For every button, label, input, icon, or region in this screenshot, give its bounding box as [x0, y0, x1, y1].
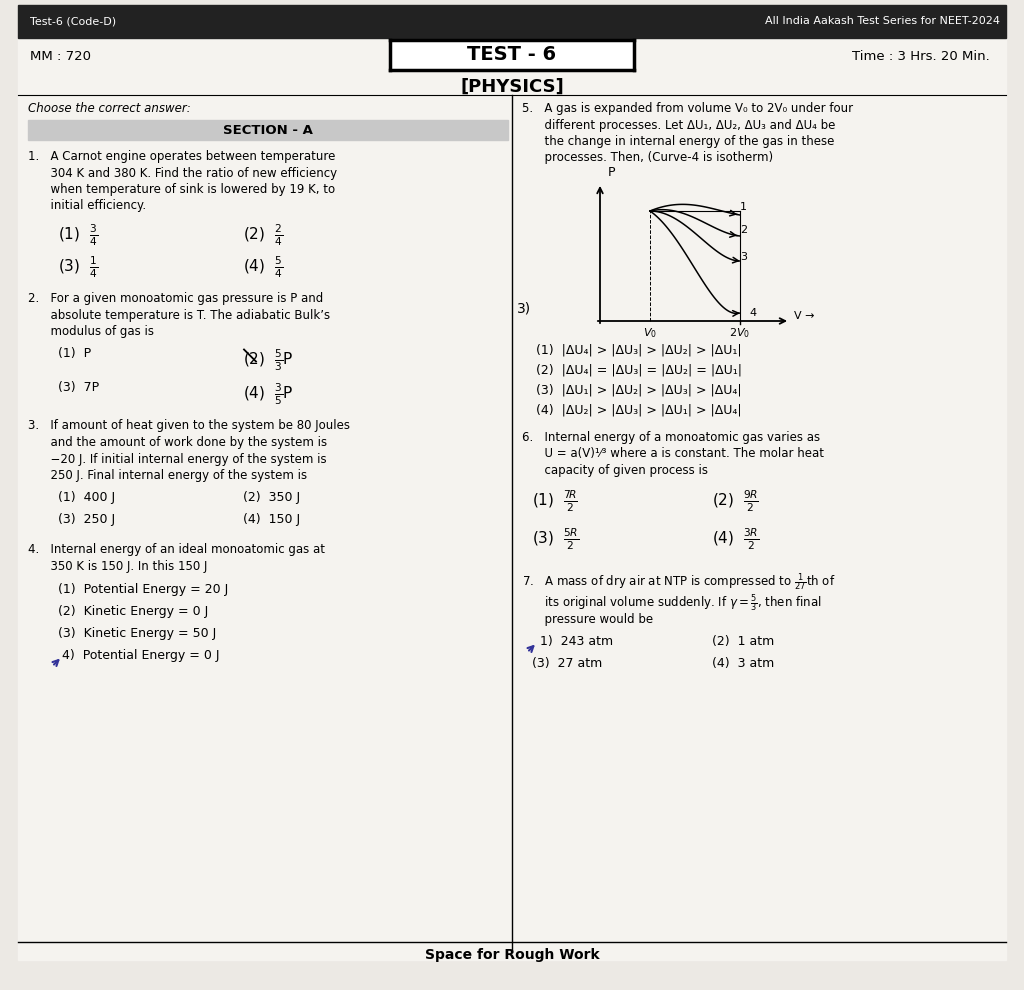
Text: its original volume suddenly. If $\gamma = \frac{5}{3}$, then final: its original volume suddenly. If $\gamma… — [522, 592, 821, 614]
Text: (1)  $\frac{3}{4}$: (1) $\frac{3}{4}$ — [58, 222, 98, 248]
Text: the change in internal energy of the gas in these: the change in internal energy of the gas… — [522, 135, 835, 148]
Text: All India Aakash Test Series for NEET-2024: All India Aakash Test Series for NEET-20… — [765, 16, 1000, 26]
Text: different processes. Let ΔU₁, ΔU₂, ΔU₃ and ΔU₄ be: different processes. Let ΔU₁, ΔU₂, ΔU₃ a… — [522, 119, 836, 132]
Text: (2)  $\frac{5}{3}$P: (2) $\frac{5}{3}$P — [243, 347, 294, 373]
Text: 304 K and 380 K. Find the ratio of new efficiency: 304 K and 380 K. Find the ratio of new e… — [28, 166, 337, 179]
Text: (3)  250 J: (3) 250 J — [58, 514, 115, 527]
Text: (1)  400 J: (1) 400 J — [58, 491, 115, 505]
Text: (4)  $\frac{3R}{2}$: (4) $\frac{3R}{2}$ — [712, 527, 759, 552]
Text: Space for Rough Work: Space for Rough Work — [425, 948, 599, 962]
Text: 3): 3) — [517, 301, 531, 315]
Text: when temperature of sink is lowered by 19 K, to: when temperature of sink is lowered by 1… — [28, 183, 335, 196]
Text: 5.   A gas is expanded from volume V₀ to 2V₀ under four: 5. A gas is expanded from volume V₀ to 2… — [522, 102, 853, 115]
Text: 350 K is 150 J. In this 150 J: 350 K is 150 J. In this 150 J — [28, 560, 208, 573]
Text: Test-6 (Code-D): Test-6 (Code-D) — [30, 16, 116, 26]
Text: 250 J. Final internal energy of the system is: 250 J. Final internal energy of the syst… — [28, 469, 307, 482]
Text: 2: 2 — [740, 225, 748, 235]
Text: (4)  $\frac{5}{4}$: (4) $\frac{5}{4}$ — [243, 254, 283, 279]
Text: (4)  150 J: (4) 150 J — [243, 514, 300, 527]
Text: 6.   Internal energy of a monoatomic gas varies as: 6. Internal energy of a monoatomic gas v… — [522, 431, 820, 444]
Text: and the amount of work done by the system is: and the amount of work done by the syste… — [28, 436, 327, 449]
Bar — [390, 40, 634, 70]
Text: (2)  350 J: (2) 350 J — [243, 491, 300, 505]
Text: (4)  |ΔU₂| > |ΔU₃| > |ΔU₁| > |ΔU₄|: (4) |ΔU₂| > |ΔU₃| > |ΔU₁| > |ΔU₄| — [536, 403, 741, 416]
Text: SECTION - A: SECTION - A — [223, 124, 313, 137]
Text: (3)  Kinetic Energy = 50 J: (3) Kinetic Energy = 50 J — [58, 627, 216, 640]
Text: (1)  Potential Energy = 20 J: (1) Potential Energy = 20 J — [58, 582, 228, 596]
Text: pressure would be: pressure would be — [522, 613, 653, 626]
Bar — [18, 5, 1006, 38]
Text: modulus of gas is: modulus of gas is — [28, 325, 154, 338]
Text: 4.   Internal energy of an ideal monoatomic gas at: 4. Internal energy of an ideal monoatomi… — [28, 544, 325, 556]
Text: U = a(V)¹⁄³ where a is constant. The molar heat: U = a(V)¹⁄³ where a is constant. The mol… — [522, 447, 824, 460]
Text: (2)  |ΔU₄| = |ΔU₃| = |ΔU₂| = |ΔU₁|: (2) |ΔU₄| = |ΔU₃| = |ΔU₂| = |ΔU₁| — [536, 363, 742, 376]
Text: 3: 3 — [740, 252, 746, 262]
Text: (3)  27 atm: (3) 27 atm — [532, 656, 602, 669]
Text: (2)  $\frac{2}{4}$: (2) $\frac{2}{4}$ — [243, 222, 283, 248]
Text: (1)  |ΔU₄| > |ΔU₃| > |ΔU₂| > |ΔU₁|: (1) |ΔU₄| > |ΔU₃| > |ΔU₂| > |ΔU₁| — [536, 343, 741, 356]
Text: (4)  $\frac{3}{5}$P: (4) $\frac{3}{5}$P — [243, 381, 294, 407]
Text: 4)  Potential Energy = 0 J: 4) Potential Energy = 0 J — [62, 648, 219, 661]
Text: capacity of given process is: capacity of given process is — [522, 464, 708, 477]
Text: $V_0$: $V_0$ — [643, 326, 657, 340]
Text: 1: 1 — [740, 202, 746, 212]
Text: (1)  P: (1) P — [58, 347, 91, 360]
Text: (4)  3 atm: (4) 3 atm — [712, 656, 774, 669]
Text: absolute temperature is T. The adiabatic Bulk’s: absolute temperature is T. The adiabatic… — [28, 309, 330, 322]
Text: 3.   If amount of heat given to the system be 80 Joules: 3. If amount of heat given to the system… — [28, 420, 350, 433]
Text: P: P — [608, 166, 615, 179]
Text: (3)  7P: (3) 7P — [58, 381, 99, 394]
Text: MM : 720: MM : 720 — [30, 50, 91, 63]
Text: (3)  $\frac{5R}{2}$: (3) $\frac{5R}{2}$ — [532, 527, 579, 552]
Text: processes. Then, (Curve-4 is isotherm): processes. Then, (Curve-4 is isotherm) — [522, 151, 773, 164]
Text: 1.   A Carnot engine operates between temperature: 1. A Carnot engine operates between temp… — [28, 150, 336, 163]
Text: TEST - 6: TEST - 6 — [467, 45, 557, 63]
Text: (2)  $\frac{9R}{2}$: (2) $\frac{9R}{2}$ — [712, 488, 759, 514]
Text: $2V_0$: $2V_0$ — [729, 326, 751, 340]
Text: Choose the correct answer:: Choose the correct answer: — [28, 102, 190, 115]
Text: (2)  Kinetic Energy = 0 J: (2) Kinetic Energy = 0 J — [58, 605, 208, 618]
Text: −20 J. If initial internal energy of the system is: −20 J. If initial internal energy of the… — [28, 452, 327, 465]
Text: Time : 3 Hrs. 20 Min.: Time : 3 Hrs. 20 Min. — [852, 50, 990, 63]
Text: (1)  $\frac{7R}{2}$: (1) $\frac{7R}{2}$ — [532, 488, 578, 514]
Text: initial efficiency.: initial efficiency. — [28, 200, 146, 213]
Text: 7.   A mass of dry air at NTP is compressed to $\frac{1}{27}$th of: 7. A mass of dry air at NTP is compresse… — [522, 571, 836, 593]
Text: 1)  243 atm: 1) 243 atm — [540, 635, 613, 647]
Text: (3)  $\frac{1}{4}$: (3) $\frac{1}{4}$ — [58, 254, 98, 279]
Text: (2)  1 atm: (2) 1 atm — [712, 635, 774, 647]
Text: V →: V → — [794, 311, 814, 321]
Bar — [28, 120, 508, 140]
Text: 4: 4 — [749, 308, 756, 318]
Text: [PHYSICS]: [PHYSICS] — [460, 78, 564, 96]
Text: 2.   For a given monoatomic gas pressure is P and: 2. For a given monoatomic gas pressure i… — [28, 292, 324, 305]
Text: (3)  |ΔU₁| > |ΔU₂| > |ΔU₃| > |ΔU₄|: (3) |ΔU₁| > |ΔU₂| > |ΔU₃| > |ΔU₄| — [536, 383, 741, 396]
